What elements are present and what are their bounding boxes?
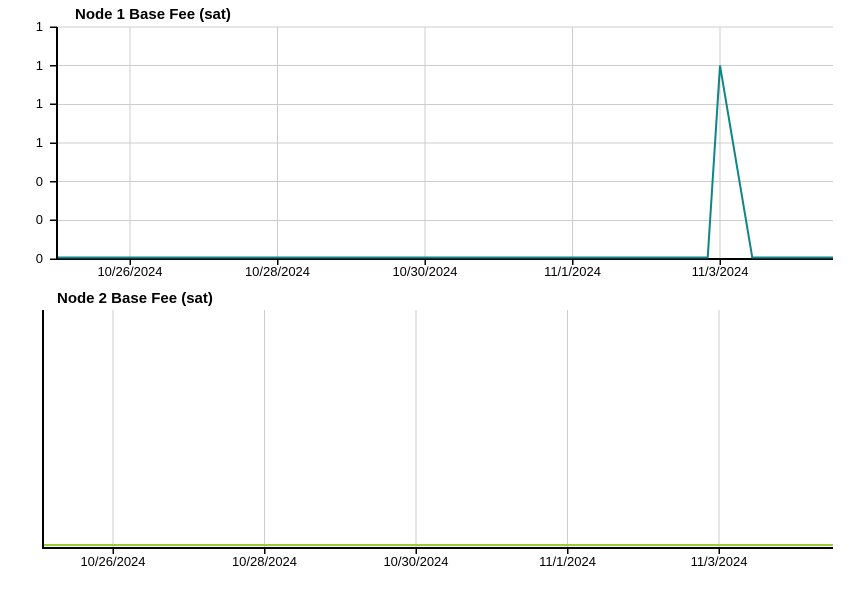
x-tick-label: 11/3/2024 xyxy=(690,554,748,569)
y-tick-label: 1 xyxy=(35,19,43,34)
x-tick-label: 11/1/2024 xyxy=(539,554,596,569)
y-tick-label: 0 xyxy=(35,212,43,228)
x-tick-label: 10/30/2024 xyxy=(383,554,449,569)
node2-chart-title: Node 2 Base Fee (sat) xyxy=(57,290,213,307)
y-tick-label: 1 xyxy=(35,135,43,150)
x-tick-label: 10/26/2024 xyxy=(80,554,146,569)
series-line xyxy=(58,65,833,259)
y-tick-label: 1 xyxy=(35,96,43,112)
node1-chart-title: Node 1 Base Fee (sat) xyxy=(75,6,231,23)
x-tick-label: 10/26/2024 xyxy=(97,264,163,279)
x-tick-label: 11/3/2024 xyxy=(691,264,749,279)
y-tick-label: 0 xyxy=(35,173,43,189)
x-tick-label: 10/28/2024 xyxy=(231,554,298,569)
x-tick-label: 10/30/2024 xyxy=(392,264,458,279)
x-tick-label: 10/28/2024 xyxy=(244,264,311,279)
x-tick-label: 11/1/2024 xyxy=(544,264,601,279)
y-tick-label: 1 xyxy=(35,57,43,73)
y-tick-label: 0 xyxy=(35,251,43,266)
